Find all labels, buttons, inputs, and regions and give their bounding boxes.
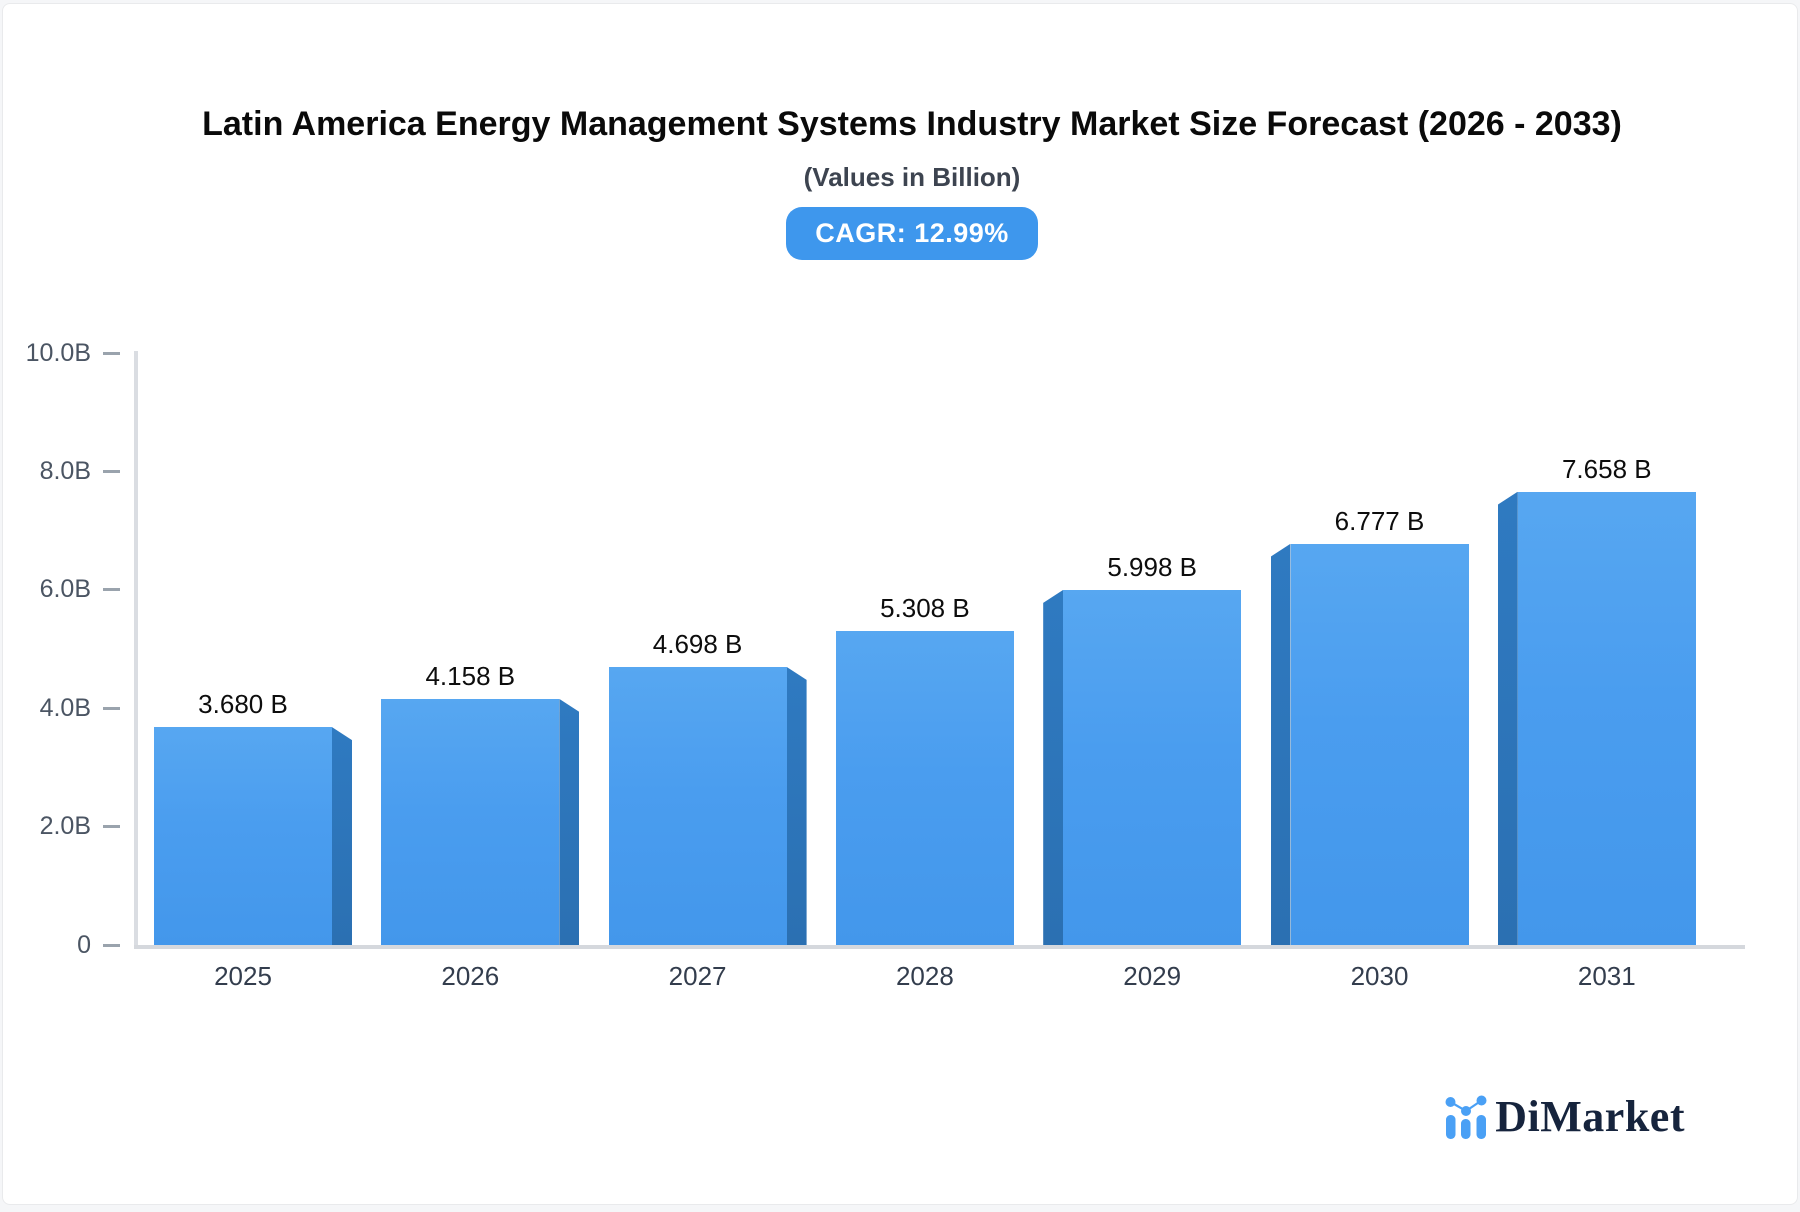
chart-title: Latin America Energy Management Systems … — [202, 105, 1622, 143]
bar-3d-side — [332, 727, 352, 945]
bar-value-label: 6.777 B — [1334, 505, 1425, 536]
bar-value-label: 4.698 B — [652, 628, 743, 659]
dimarket-logo: DiMarket — [1443, 1091, 1685, 1142]
chart-subtitle: (Values in Billion) — [803, 161, 1021, 192]
chart-header: Latin America Energy Management Systems … — [3, 4, 1797, 260]
y-tick-label: 0 — [77, 930, 91, 959]
bar-3d-side — [1497, 491, 1518, 945]
bar-2027[interactable] — [608, 666, 787, 945]
bar-2025[interactable] — [154, 727, 332, 945]
y-tick-mark — [103, 469, 120, 473]
bar-value-label: 5.308 B — [880, 592, 970, 623]
y-tick-label: 10.0B — [25, 338, 91, 367]
chart-card: Latin America Energy Management Systems … — [2, 3, 1798, 1205]
bar-3d-side — [1270, 543, 1291, 945]
bar-2029[interactable] — [1063, 589, 1242, 945]
y-tick-label: 2.0B — [39, 812, 91, 841]
x-axis-label: 2030 — [1350, 961, 1409, 991]
bar-chart: 10.0B 8.0B 6.0B 4.0B 2.0B 0 3.680 B 2025 4.158 B… — [3, 4, 1797, 1204]
x-axis-label: 2025 — [214, 961, 272, 991]
bar-3d-side — [559, 698, 580, 945]
bar-chart-with-dots-icon — [1443, 1094, 1487, 1140]
x-axis-label: 2027 — [668, 961, 727, 991]
y-axis-line — [134, 351, 138, 949]
bar-3d-side — [1043, 589, 1064, 945]
x-axis-baseline — [134, 945, 1745, 949]
bar-value-label: 3.680 B — [198, 689, 288, 720]
x-axis-label: 2026 — [441, 961, 500, 991]
cagr-badge: CAGR: 12.99% — [786, 206, 1038, 260]
x-axis-label: 2028 — [895, 961, 954, 991]
x-axis-label: 2029 — [1123, 961, 1182, 991]
y-tick-label: 4.0B — [39, 693, 91, 722]
y-tick-mark — [103, 706, 120, 710]
bar-2026[interactable] — [381, 698, 560, 945]
y-tick-label: 6.0B — [39, 575, 91, 604]
y-tick-mark — [103, 825, 120, 829]
y-tick-label: 8.0B — [39, 456, 91, 485]
bar-2031[interactable] — [1517, 491, 1696, 945]
bar-value-label: 5.998 B — [1107, 551, 1198, 582]
bar-3d-side — [786, 666, 807, 945]
bar-2030[interactable] — [1290, 543, 1469, 945]
bar-value-label: 7.658 B — [1561, 453, 1652, 484]
y-tick-mark — [103, 943, 120, 947]
y-tick-mark — [103, 588, 120, 592]
y-tick-mark — [103, 351, 120, 355]
bar-2028[interactable] — [835, 630, 1014, 945]
bar-value-label: 4.158 B — [425, 660, 516, 691]
x-axis-label: 2031 — [1577, 961, 1636, 991]
brand-wordmark: DiMarket — [1495, 1092, 1685, 1141]
